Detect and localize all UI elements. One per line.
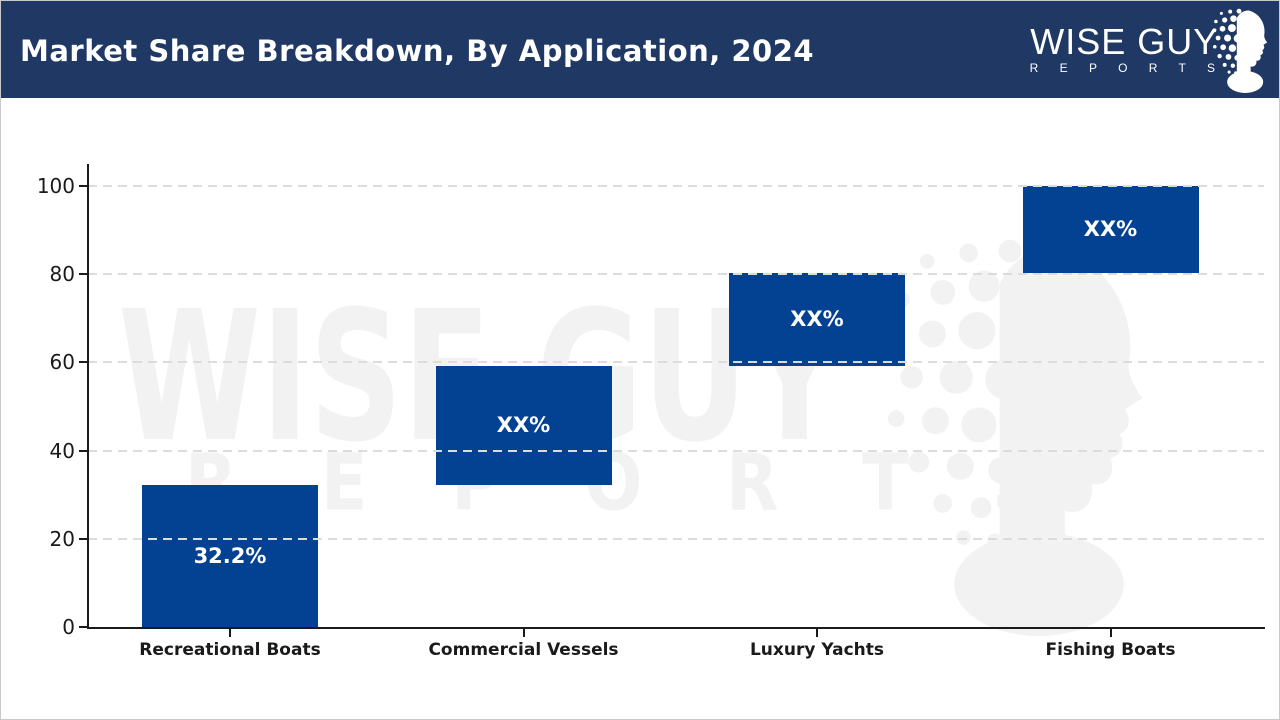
- page-title: Market Share Breakdown, By Application, …: [20, 34, 815, 68]
- y-tick-mark: [79, 626, 87, 628]
- x-tick-label: Recreational Boats: [139, 640, 321, 660]
- y-tick-mark: [79, 361, 87, 364]
- x-tick-mark: [522, 629, 525, 637]
- logo-subtitle: R E P O R T S: [1029, 61, 1224, 76]
- x-tick-label: Fishing Boats: [1045, 640, 1176, 660]
- gridline: [88, 273, 1264, 276]
- bar-value-label: XX%: [1083, 217, 1138, 242]
- y-tick-label: 100: [36, 174, 75, 198]
- y-tick-label: 60: [49, 350, 75, 375]
- wiseguy-head-icon: [1208, 5, 1270, 93]
- y-tick-mark: [79, 449, 87, 452]
- y-tick-mark: [79, 185, 87, 187]
- bar: XX%: [729, 272, 905, 366]
- y-tick-mark: [79, 537, 87, 540]
- watermark-head-icon: [865, 222, 1155, 636]
- y-tick-mark: [79, 273, 87, 276]
- bar: XX%: [435, 365, 612, 485]
- bar: 32.2%: [142, 484, 318, 627]
- y-tick-label: 0: [62, 615, 75, 639]
- bar-value-label: XX%: [496, 413, 551, 438]
- y-axis: [87, 164, 89, 629]
- gridline: [88, 449, 1264, 452]
- y-tick-label: 80: [49, 262, 75, 287]
- x-tick-label: Commercial Vessels: [428, 640, 619, 660]
- gridline: [88, 185, 1264, 187]
- y-tick-label: 20: [49, 526, 75, 551]
- x-tick-mark: [1109, 629, 1112, 637]
- logo-wordmark: WISE GUY: [1030, 20, 1219, 62]
- x-tick-label: Luxury Yachts: [749, 640, 885, 660]
- bar-value-label: 32.2%: [193, 543, 267, 568]
- header: Market Share Breakdown, By Application, …: [0, 0, 1280, 98]
- bar: XX%: [1022, 186, 1199, 273]
- gridline: [88, 537, 1264, 540]
- x-tick-mark: [229, 629, 231, 637]
- logo-text: WISE GUY R E P O R T S: [1025, 20, 1224, 76]
- x-tick-mark: [816, 629, 818, 637]
- bar-value-label: XX%: [790, 307, 844, 332]
- y-tick-label: 40: [49, 438, 75, 463]
- wiseguy-logo: WISE GUY R E P O R T S: [1025, 4, 1270, 94]
- gridline: [88, 361, 1264, 364]
- x-axis: [87, 627, 1265, 629]
- watermark-subtitle: R E P O R T S: [185, 438, 1072, 529]
